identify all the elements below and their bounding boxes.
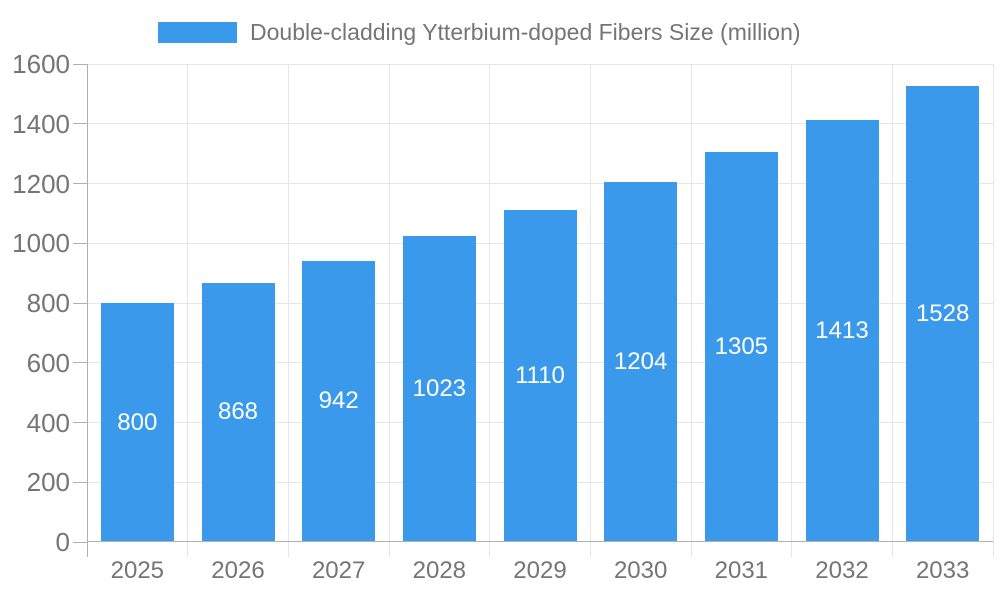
bar[interactable]: 942 (302, 260, 376, 542)
y-gridline (87, 123, 993, 125)
plot-area: 0 200 400 600 800 1000 1200 1400 1600 2025 2026 202… (12, 51, 994, 584)
x-axis-tick (187, 542, 189, 557)
y-axis-line (87, 64, 88, 554)
bar-value-label: 1204 (613, 348, 668, 376)
x-tick-label: 2026 (211, 557, 265, 584)
bar[interactable]: 868 (201, 282, 275, 542)
bar[interactable]: 800 (100, 303, 174, 542)
y-tick-label: 400 (26, 407, 70, 438)
x-tick-label: 2027 (311, 557, 366, 584)
bar-value-label: 868 (217, 398, 259, 426)
x-tick-label: 2029 (513, 557, 567, 584)
x-gridline (388, 64, 390, 542)
legend-item[interactable]: Double-cladding Ytterbium-doped Fibers S… (158, 21, 801, 44)
bar[interactable]: 1305 (704, 152, 778, 542)
x-gridline (187, 64, 189, 542)
legend-title: Double-cladding Ytterbium-doped Fibers S… (250, 19, 801, 45)
y-gridline (87, 183, 993, 184)
x-tick-label: 2025 (110, 557, 165, 584)
bar-value-label: 1023 (412, 375, 467, 403)
y-tick-label: 1200 (12, 168, 70, 199)
y-tick-label: 600 (26, 347, 70, 378)
y-gridline (87, 63, 993, 65)
y-tick-label: 1600 (12, 49, 70, 79)
y-axis-tick (73, 183, 87, 184)
x-gridline (891, 64, 893, 542)
x-axis-tick (992, 542, 994, 557)
y-tick-label: 1400 (12, 108, 70, 139)
bar-value-label: 800 (117, 408, 158, 436)
bar-value-label: 1413 (815, 316, 869, 344)
y-axis-tick (73, 362, 87, 364)
y-axis-tick (73, 481, 87, 483)
y-tick-label: 200 (26, 467, 70, 498)
y-tick-label: 0 (55, 527, 70, 557)
x-axis-tick (489, 542, 491, 557)
x-gridline (589, 64, 591, 542)
x-axis-tick (287, 542, 289, 557)
bar[interactable]: 1023 (402, 236, 476, 542)
bar-value-label: 1110 (515, 362, 565, 390)
x-axis-tick (891, 542, 893, 557)
x-gridline (992, 64, 994, 542)
x-gridline (489, 64, 491, 542)
x-tick-label: 2032 (815, 557, 869, 584)
bar[interactable]: 1204 (604, 182, 678, 542)
x-axis-tick (388, 542, 390, 557)
x-axis-tick (690, 542, 692, 557)
bar-value-label: 942 (318, 387, 359, 415)
x-axis-tick (791, 542, 793, 557)
x-gridline (791, 64, 793, 542)
x-tick-label: 2030 (613, 557, 668, 584)
bar-value-label: 1528 (915, 299, 970, 327)
y-axis-tick (73, 302, 87, 304)
x-tick-label: 2031 (714, 557, 769, 584)
x-gridline (287, 64, 289, 542)
y-tick-label: 1000 (12, 228, 70, 259)
y-axis-tick (73, 63, 87, 65)
x-gridline (690, 64, 692, 542)
x-axis-line (87, 541, 993, 542)
bar[interactable]: 1413 (805, 119, 879, 542)
legend-swatch (158, 22, 237, 43)
x-tick-label: 2033 (915, 557, 970, 584)
y-axis-tick (73, 541, 87, 543)
x-axis-tick (589, 542, 591, 557)
y-axis-tick (73, 242, 87, 244)
y-axis-tick (73, 123, 87, 125)
bar[interactable]: 1528 (906, 85, 980, 542)
bar-value-label: 1305 (714, 333, 769, 361)
bar[interactable]: 1110 (503, 210, 577, 542)
y-axis-tick (73, 422, 87, 423)
x-tick-label: 2028 (412, 557, 467, 584)
y-tick-label: 800 (26, 288, 70, 318)
